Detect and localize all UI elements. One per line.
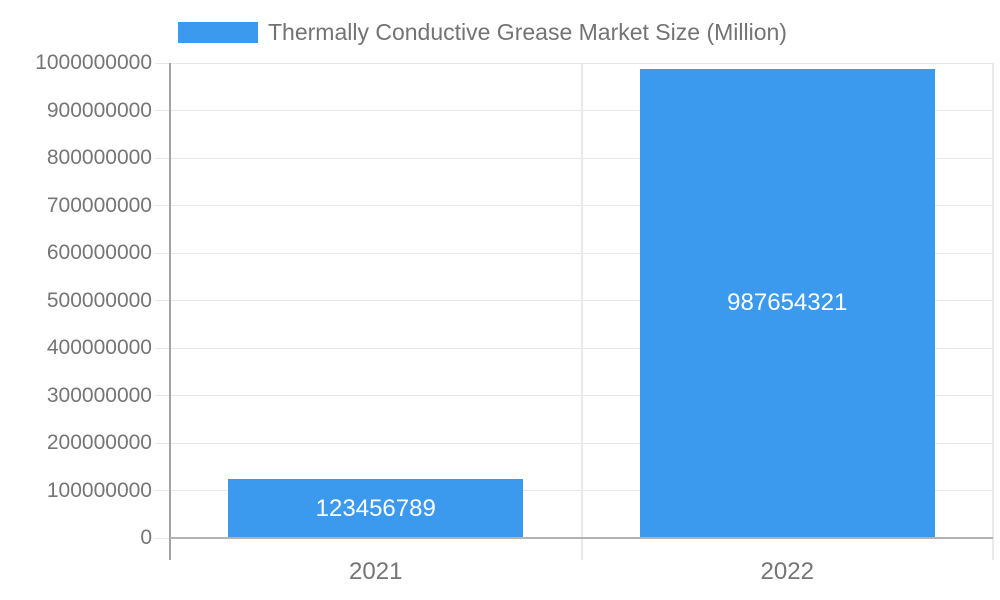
y-axis-tick-label: 1000000000 xyxy=(35,51,152,74)
x-axis-line xyxy=(170,537,993,539)
y-axis-tick-label: 300000000 xyxy=(46,383,152,407)
y-axis-tick-label: 500000000 xyxy=(46,288,152,312)
x-axis-category-label: 2022 xyxy=(760,558,814,585)
y-axis-tick-label: 600000000 xyxy=(46,241,152,264)
y-axis-tick-label: 200000000 xyxy=(46,431,152,454)
y-axis-tick-label: 800000000 xyxy=(46,146,152,169)
x-axis-category-label: 2021 xyxy=(349,558,403,585)
y-axis-line xyxy=(169,63,171,560)
gridline-horizontal xyxy=(155,442,993,444)
gridline-horizontal xyxy=(155,62,993,64)
bar-value-label: 987654321 xyxy=(727,289,848,317)
gridline-horizontal xyxy=(155,395,993,396)
gridline-horizontal xyxy=(155,347,993,349)
gridline-horizontal xyxy=(155,110,993,111)
gridline-horizontal xyxy=(155,300,993,301)
legend-label: Thermally Conductive Grease Market Size … xyxy=(268,19,787,45)
y-axis-tick-label: 700000000 xyxy=(46,193,152,217)
legend-item[interactable]: Thermally Conductive Grease Market Size … xyxy=(178,19,787,46)
gridline-horizontal xyxy=(155,157,993,159)
bar-2022[interactable]: 987654321 xyxy=(639,68,935,538)
legend-swatch-icon xyxy=(178,22,258,43)
gridline-vertical xyxy=(580,63,583,560)
y-axis-tick-label: 100000000 xyxy=(46,478,152,502)
y-axis-tick-label: 400000000 xyxy=(46,336,152,359)
y-axis-tick-label: 900000000 xyxy=(46,98,152,122)
gridline-horizontal xyxy=(155,490,993,491)
bar-2021[interactable]: 123456789 xyxy=(228,479,524,538)
gridline-vertical xyxy=(992,63,994,560)
gridline-horizontal xyxy=(155,252,993,254)
gridline-horizontal xyxy=(155,205,993,206)
bar-value-label: 123456789 xyxy=(315,494,436,522)
y-axis-tick-label: 0 xyxy=(140,526,152,549)
